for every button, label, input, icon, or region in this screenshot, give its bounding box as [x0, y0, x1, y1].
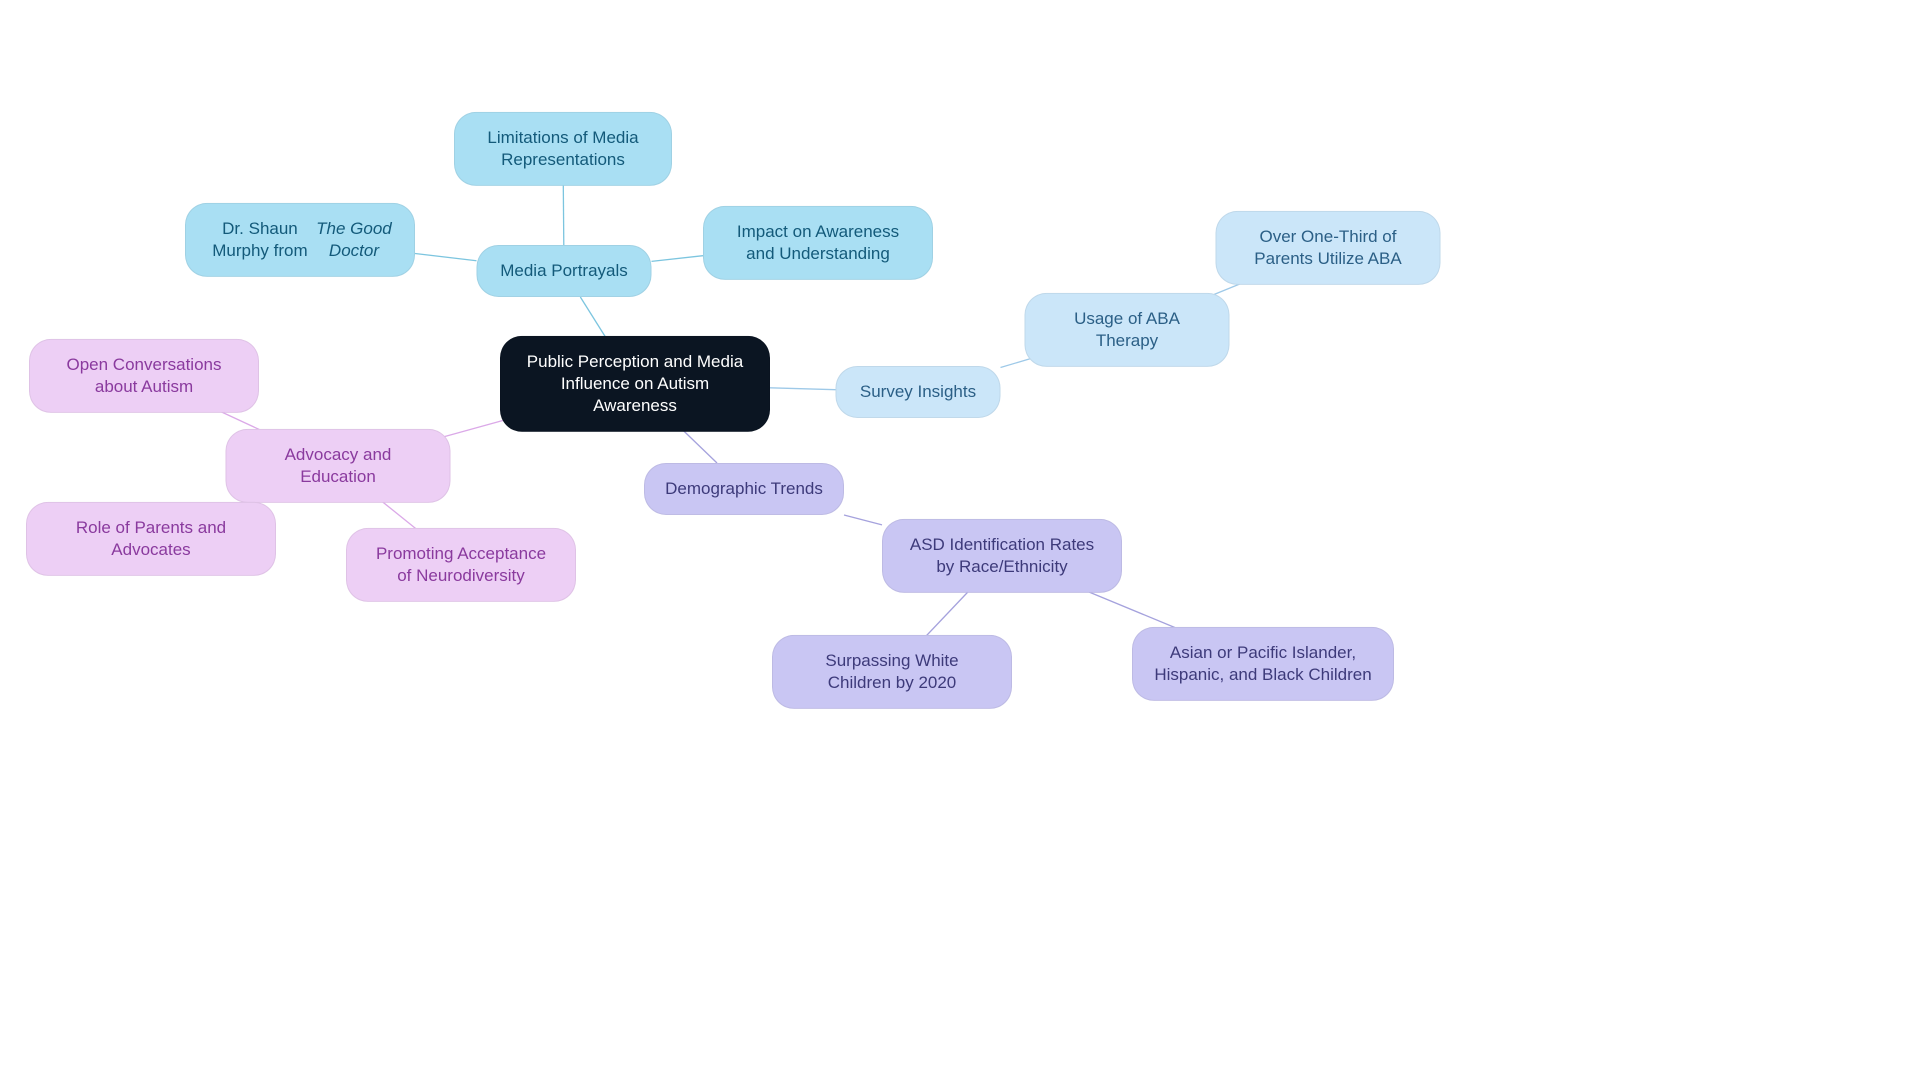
edge: [844, 515, 882, 525]
node-adv: Advocacy and Education: [226, 429, 451, 503]
edge: [770, 388, 836, 390]
node-demo_groups: Asian or Pacific Islander, Hispanic, and…: [1132, 627, 1394, 701]
node-media_shaun: Dr. Shaun Murphy from The Good Doctor: [185, 203, 415, 277]
edge: [652, 256, 704, 262]
node-demo_rates: ASD Identification Rates by Race/Ethnici…: [882, 519, 1122, 593]
node-demo_surpass: Surpassing White Children by 2020: [772, 635, 1012, 709]
node-survey: Survey Insights: [836, 366, 1001, 418]
node-survey_aba: Usage of ABA Therapy: [1025, 293, 1230, 367]
mindmap-canvas: Public Perception and Media Influence on…: [0, 0, 1920, 1083]
node-media_impact: Impact on Awareness and Understanding: [703, 206, 933, 280]
node-adv_open: Open Conversations about Autism: [29, 339, 259, 413]
node-adv_promote: Promoting Acceptance of Neurodiversity: [346, 528, 576, 602]
node-media_limit: Limitations of Media Representations: [454, 112, 672, 186]
edge: [926, 592, 968, 636]
edge: [1089, 592, 1176, 628]
edge: [415, 254, 477, 261]
node-adv_role: Role of Parents and Advocates: [26, 502, 276, 576]
node-media: Media Portrayals: [477, 245, 652, 297]
node-demo: Demographic Trends: [644, 463, 844, 515]
node-root: Public Perception and Media Influence on…: [500, 336, 770, 432]
node-survey_third: Over One-Third of Parents Utilize ABA: [1216, 211, 1441, 285]
